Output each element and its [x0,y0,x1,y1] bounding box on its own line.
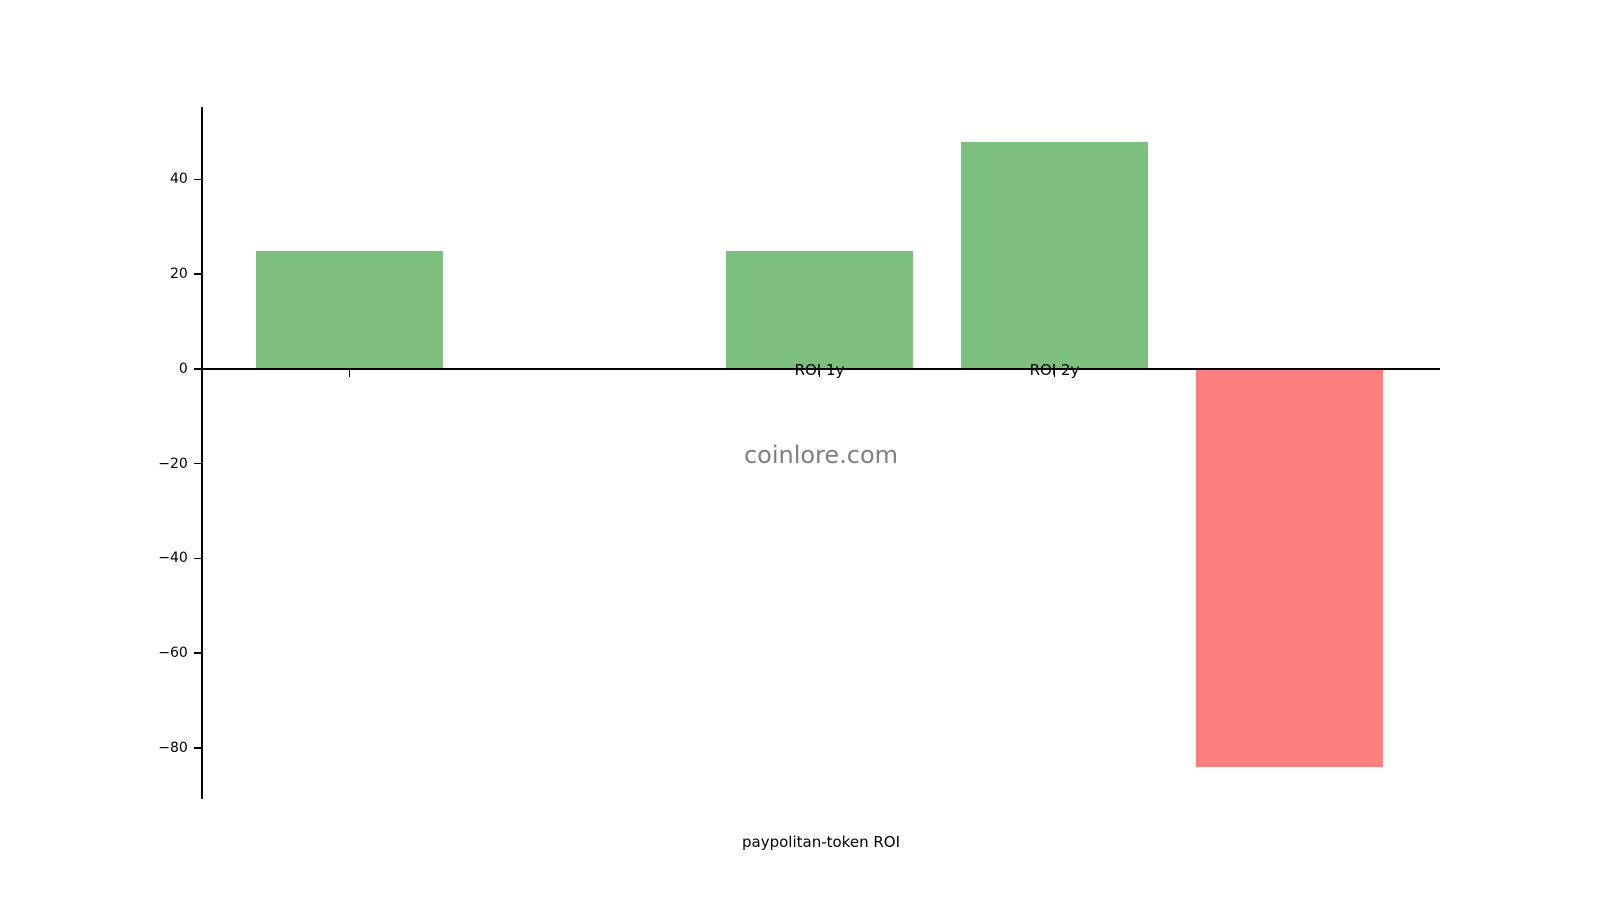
x-tick-mark [818,368,821,377]
watermark: coinlore.com [743,441,899,469]
chart-title: paypolitan-token ROI [742,833,900,851]
y-tick-label: 20 [169,266,188,283]
y-tick-label: 40 [169,171,188,188]
y-tick-mark [193,557,202,560]
y-tick-label: −20 [158,455,188,472]
y-tick-mark [193,273,202,275]
y-tick-mark [193,462,202,465]
y-tick-label: 0 [178,360,188,377]
y-tick-mark [193,747,202,749]
y-tick-label: −40 [158,550,188,567]
y-tick-mark [193,652,202,654]
y-axis-line [201,107,203,799]
x-axis-line [201,368,1440,370]
bar-positive [726,250,913,369]
y-tick-label: −80 [158,739,188,756]
bar-positive [961,141,1148,369]
x-tick-mark [348,368,351,377]
y-tick-mark [193,368,202,370]
x-tick-mark [1053,368,1056,377]
bar-positive [256,250,443,369]
y-tick-mark [193,178,202,181]
bar-negative [1196,368,1383,767]
y-tick-label: −60 [158,645,188,662]
